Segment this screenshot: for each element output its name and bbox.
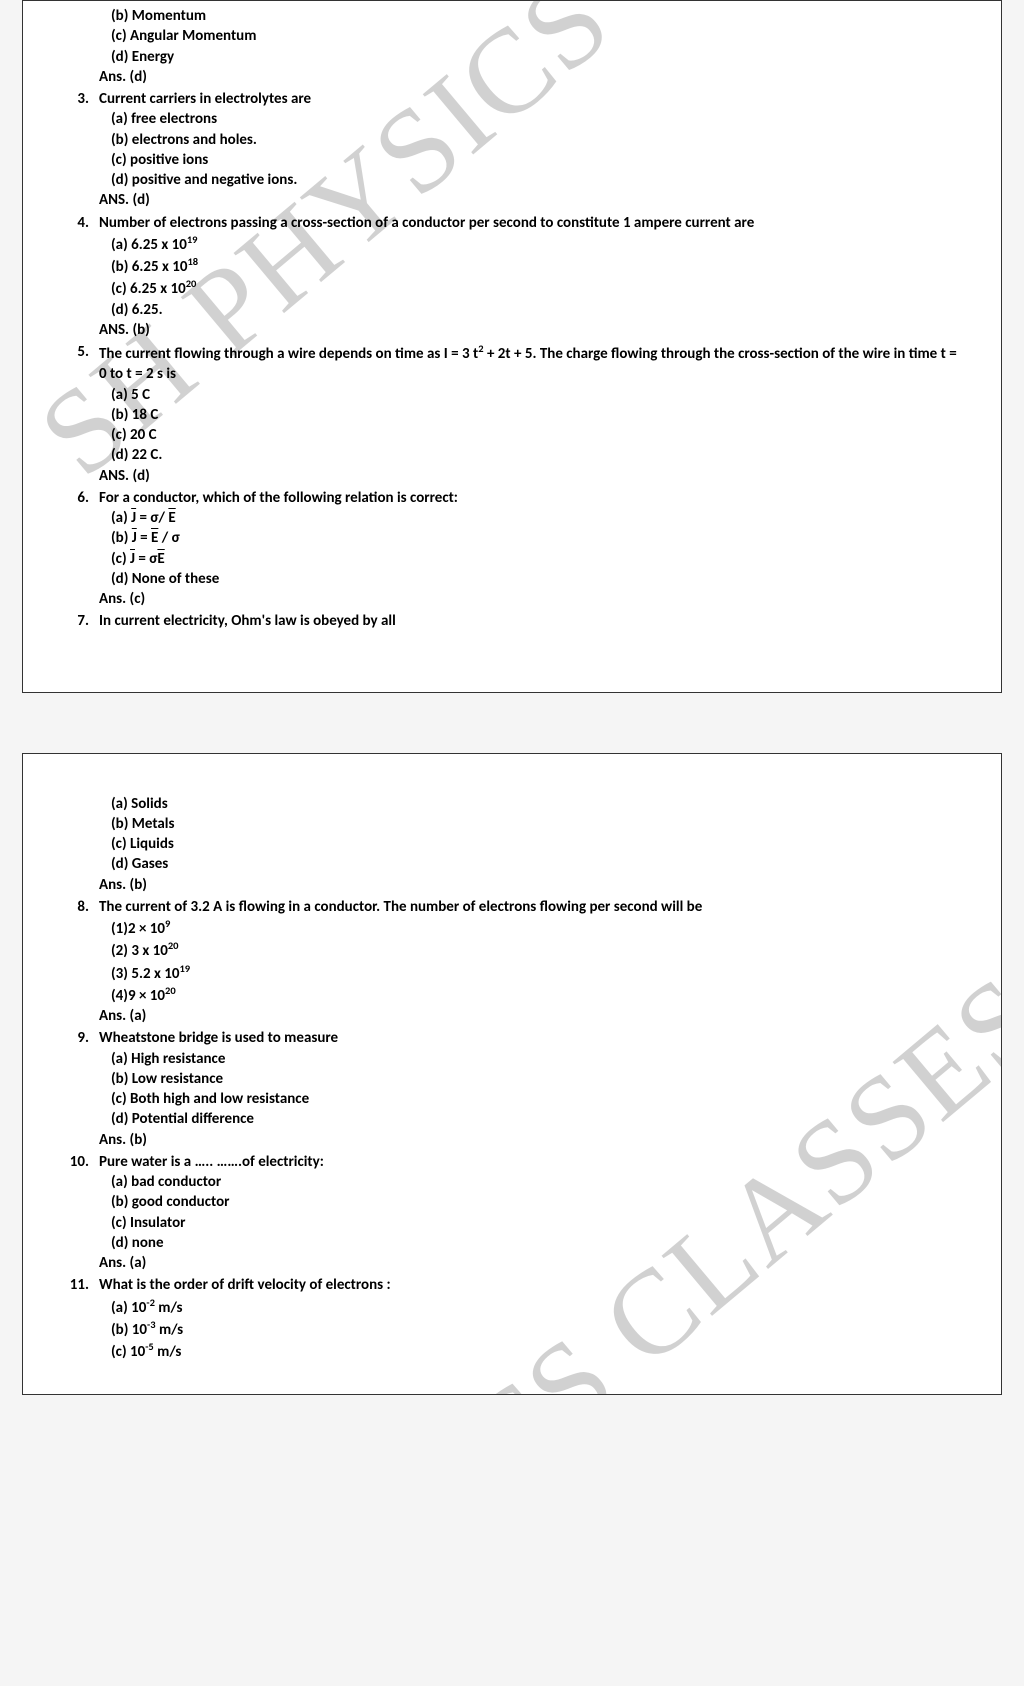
question-number: 11.: [63, 1275, 99, 1295]
option: (c) Insulator: [111, 1213, 961, 1233]
option: (b) good conductor: [111, 1192, 961, 1212]
question-number: 10.: [63, 1152, 99, 1172]
option: (3) 5.2 x 1019: [111, 962, 961, 984]
option: (b) Momentum: [111, 6, 961, 26]
option: (c) Liquids: [111, 834, 961, 854]
document-page-1: SH PHYSICS C (b) Momentum (c) Angular Mo…: [22, 0, 1002, 693]
question-number: 3.: [63, 89, 99, 109]
option: (c) Angular Momentum: [111, 26, 961, 46]
question-3: 3. Current carriers in electrolytes are …: [63, 89, 961, 211]
option: (c) positive ions: [111, 150, 961, 170]
option: (b) Metals: [111, 814, 961, 834]
option-list: (a) J = σ/ E (b) J = E / σ (c) J = σE (d…: [63, 508, 961, 589]
option: (d) None of these: [111, 569, 961, 589]
question-number: 4.: [63, 213, 99, 233]
question-number: 7.: [63, 611, 99, 631]
option: (a) High resistance: [111, 1049, 961, 1069]
question-9: 9. Wheatstone bridge is used to measure …: [63, 1028, 961, 1150]
option: (b) 6.25 x 1018: [111, 255, 961, 277]
question-2-partial: (b) Momentum (c) Angular Momentum (d) En…: [63, 6, 961, 87]
question-5: 5. The current flowing through a wire de…: [63, 342, 961, 486]
answer: Ans. (b): [63, 875, 961, 895]
page-content: (b) Momentum (c) Angular Momentum (d) En…: [63, 6, 961, 632]
page-content: (a) Solids (b) Metals (c) Liquids (d) Ga…: [63, 794, 961, 1363]
question-text: In current electricity, Ohm's law is obe…: [99, 611, 961, 631]
answer: Ans. (d): [63, 67, 961, 87]
option: (d) none: [111, 1233, 961, 1253]
option: (b) J = E / σ: [111, 528, 961, 548]
document-page-2: SICS CLASSES (a) Solids (b) Metals (c) L…: [22, 753, 1002, 1396]
option: (c) 10-5 m/s: [111, 1340, 961, 1362]
option: (d) Potential difference: [111, 1109, 961, 1129]
option: (d) 22 C.: [111, 445, 961, 465]
option: (b) Low resistance: [111, 1069, 961, 1089]
option: (c) J = σE: [111, 549, 961, 569]
option-list: (a) bad conductor (b) good conductor (c)…: [63, 1172, 961, 1253]
option: (4)9 × 1020: [111, 984, 961, 1006]
question-number: 9.: [63, 1028, 99, 1048]
question-text: The current of 3.2 A is flowing in a con…: [99, 897, 961, 917]
question-text: For a conductor, which of the following …: [99, 488, 961, 508]
option-list: (a) 10-2 m/s (b) 10-3 m/s (c) 10-5 m/s: [63, 1296, 961, 1363]
option-list: (a) free electrons (b) electrons and hol…: [63, 109, 961, 190]
option: (c) 6.25 x 1020: [111, 277, 961, 299]
option-list: (a) 5 C (b) 18 C (c) 20 C (d) 22 C.: [63, 385, 961, 466]
option: (a) Solids: [111, 794, 961, 814]
option: (a) J = σ/ E: [111, 508, 961, 528]
question-7: 7. In current electricity, Ohm's law is …: [63, 611, 961, 631]
option: (b) electrons and holes.: [111, 130, 961, 150]
answer: Ans. (b): [63, 1130, 961, 1150]
option: (d) positive and negative ions.: [111, 170, 961, 190]
option: (a) free electrons: [111, 109, 961, 129]
question-number: 5.: [63, 342, 99, 362]
question-text: Current carriers in electrolytes are: [99, 89, 961, 109]
question-7-continued: (a) Solids (b) Metals (c) Liquids (d) Ga…: [63, 794, 961, 895]
question-6: 6. For a conductor, which of the followi…: [63, 488, 961, 610]
question-8: 8. The current of 3.2 A is flowing in a …: [63, 897, 961, 1027]
question-text: Wheatstone bridge is used to measure: [99, 1028, 961, 1048]
question-number: 6.: [63, 488, 99, 508]
option: (a) 6.25 x 1019: [111, 233, 961, 255]
question-text: What is the order of drift velocity of e…: [99, 1275, 961, 1295]
option-list: (a) 6.25 x 1019 (b) 6.25 x 1018 (c) 6.25…: [63, 233, 961, 320]
option: (c) 20 C: [111, 425, 961, 445]
option: (b) 18 C: [111, 405, 961, 425]
option: (a) 5 C: [111, 385, 961, 405]
answer: ANS. (b): [63, 320, 961, 340]
option-list: (b) Momentum (c) Angular Momentum (d) En…: [63, 6, 961, 67]
question-10: 10. Pure water is a ….. …….of electricit…: [63, 1152, 961, 1274]
answer: Ans. (a): [63, 1006, 961, 1026]
option-list: (a) High resistance (b) Low resistance (…: [63, 1049, 961, 1130]
question-text: Pure water is a ….. …….of electricity:: [99, 1152, 961, 1172]
answer: ANS. (d): [63, 190, 961, 210]
option: (d) Gases: [111, 854, 961, 874]
question-11: 11. What is the order of drift velocity …: [63, 1275, 961, 1362]
question-number: 8.: [63, 897, 99, 917]
option: (1)2 × 109: [111, 917, 961, 939]
answer: ANS. (d): [63, 466, 961, 486]
option-list: (1)2 × 109 (2) 3 x 1020 (3) 5.2 x 1019 (…: [63, 917, 961, 1006]
question-text: Number of electrons passing a cross-sect…: [99, 213, 961, 233]
answer: Ans. (c): [63, 589, 961, 609]
option: (b) 10-3 m/s: [111, 1318, 961, 1340]
question-4: 4. Number of electrons passing a cross-s…: [63, 213, 961, 341]
option: (2) 3 x 1020: [111, 939, 961, 961]
question-text: The current flowing through a wire depen…: [99, 342, 961, 385]
option: (d) 6.25.: [111, 300, 961, 320]
option: (c) Both high and low resistance: [111, 1089, 961, 1109]
option: (d) Energy: [111, 47, 961, 67]
option-list: (a) Solids (b) Metals (c) Liquids (d) Ga…: [63, 794, 961, 875]
option: (a) 10-2 m/s: [111, 1296, 961, 1318]
option: (a) bad conductor: [111, 1172, 961, 1192]
answer: Ans. (a): [63, 1253, 961, 1273]
